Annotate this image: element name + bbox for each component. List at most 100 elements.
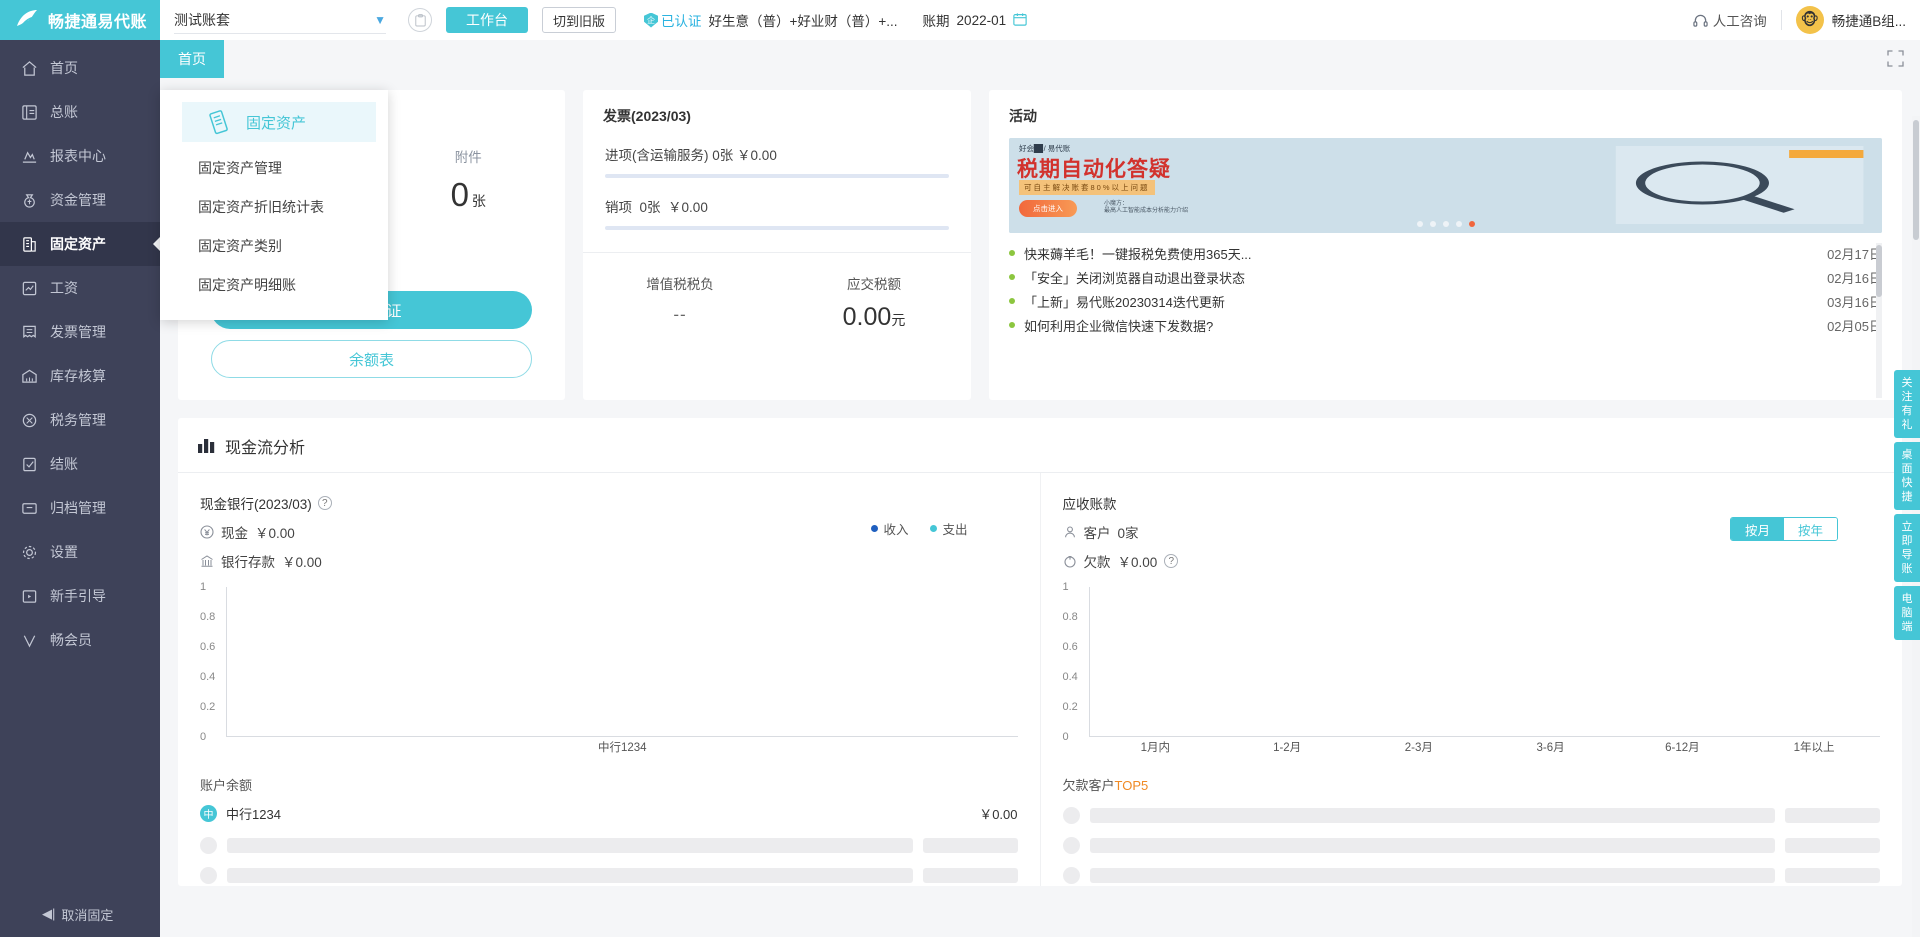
clipboard-icon — [408, 8, 432, 32]
flyout-item-depreciation-report[interactable]: 固定资产折旧统计表 — [198, 198, 324, 215]
toggle-by-month[interactable]: 按月 — [1730, 518, 1784, 540]
news-title: 「安全」关闭浏览器自动退出登录状态 — [1024, 270, 1246, 286]
toggle-by-year[interactable]: 按年 — [1783, 518, 1837, 540]
invoice-output-label: 销项 — [605, 200, 632, 215]
legend-label: 收入 — [883, 523, 909, 537]
banner-cta-button[interactable]: 点击进入 — [1019, 200, 1077, 217]
sidebar-item-inventory[interactable]: 库存核算 — [0, 354, 160, 398]
invoice-output-line[interactable]: 销项 0张 ￥0.00 — [583, 196, 971, 230]
news-scrollbar[interactable] — [1876, 243, 1882, 398]
divider — [1780, 10, 1782, 30]
news-date: 02月17日 — [1827, 246, 1882, 262]
avatar[interactable]: 🐵 — [1795, 6, 1824, 34]
unpin-sidebar-button[interactable]: ◀| 取消固定 — [0, 891, 160, 937]
rail-pc-client-button[interactable]: 电脑端 — [1894, 586, 1920, 640]
inventory-icon — [20, 367, 38, 385]
fullscreen-icon[interactable] — [1887, 50, 1904, 67]
activity-card: 活动 好会计 / 易代账 — [989, 90, 1902, 400]
news-item[interactable]: 「安全」关闭浏览器自动退出登录状态 02月16日 — [1009, 265, 1882, 289]
legend-income[interactable]: 收入 — [871, 519, 908, 538]
help-icon[interactable]: ? — [317, 496, 332, 510]
tax-burden: 增值税税负 -- — [583, 273, 777, 332]
invoice-input-count: 0张 — [712, 148, 734, 163]
rail-follow-button[interactable]: 关注有礼 — [1894, 370, 1920, 438]
stat-value: 0 — [450, 176, 469, 213]
y-tick: 0 — [200, 731, 207, 743]
sidebar-item-fixed-asset[interactable]: 固定资产 — [0, 222, 160, 266]
account-set-selector[interactable]: 测试账套 ▼ — [160, 0, 400, 40]
sidebar-item-invoice[interactable]: 发票管理 — [0, 310, 160, 354]
tab-home[interactable]: 首页 — [160, 40, 224, 78]
tab-bar: 首页 — [160, 40, 1920, 78]
ledger-icon — [20, 103, 38, 121]
sidebar-item-closing[interactable]: 结账 — [0, 442, 160, 486]
receivables-subtitle: 应收账款 — [1062, 497, 1117, 512]
sidebar-item-label: 结账 — [50, 456, 78, 472]
y-tick: 1 — [1062, 581, 1069, 593]
sidebar-item-label: 固定资产 — [50, 236, 106, 252]
verified-badge: 已认证 — [644, 10, 702, 30]
legend-swatch — [930, 525, 938, 532]
legend-expense[interactable]: 支出 — [930, 519, 968, 538]
guide-icon — [20, 587, 38, 605]
flyout-item-asset-management[interactable]: 固定资产管理 — [198, 159, 282, 176]
sidebar-item-vip[interactable]: 畅会员 — [0, 618, 160, 662]
skeleton-bar — [227, 867, 913, 883]
invoice-input-line[interactable]: 进项(含运输服务) 0张 ￥0.00 — [583, 144, 971, 178]
app-header: 畅捷通易代账 测试账套 ▼ 工作台 切到旧版 已认证 好生意（普）+好业财（普）… — [0, 0, 1920, 40]
account-balance-title: 账户余额 — [200, 778, 253, 793]
bank-badge-icon: 中 — [200, 804, 217, 822]
username[interactable]: 畅捷通B组... — [1831, 14, 1906, 29]
stat-label: 附件 — [454, 150, 482, 165]
account-row[interactable]: 中 中行1234 ￥0.00 — [200, 800, 1018, 826]
cashflow-body: 现金银行(2023/03) ? 现金 ￥0.00 — [178, 473, 1902, 886]
news-item[interactable]: 快来薅羊毛！一键报税免费使用365天... 02月17日 — [1009, 241, 1882, 265]
help-icon[interactable]: ? — [1164, 554, 1179, 568]
flyout-item-asset-detail-ledger[interactable]: 固定资产明细账 — [198, 276, 296, 293]
news-title: 快来薅羊毛！一键报税免费使用365天... — [1024, 246, 1252, 262]
top-debtors-title: 欠款客户TOP5 — [1063, 775, 1881, 794]
clipboard-button[interactable] — [400, 0, 440, 40]
page-scroll-thumb[interactable] — [1913, 120, 1919, 240]
skeleton-dot — [200, 866, 217, 884]
gear-icon — [20, 543, 38, 561]
period-value[interactable]: 2022-01 — [956, 12, 1007, 28]
consult-button[interactable]: 人工咨询 — [1693, 10, 1767, 30]
news-item[interactable]: 「上新」易代账20230314迭代更新 03月16日 — [1009, 289, 1882, 313]
sidebar: 首页 总账 报表中心 资金管理 固定资产 — [0, 40, 160, 937]
sidebar-item-salary[interactable]: 工资 — [0, 266, 160, 310]
rail-desktop-shortcut-button[interactable]: 桌面快捷 — [1894, 442, 1920, 510]
sidebar-item-settings[interactable]: 设置 — [0, 530, 160, 574]
skeleton-bar — [1089, 807, 1775, 823]
y-tick: 0.2 — [1062, 701, 1078, 713]
user-icon — [1063, 525, 1077, 539]
sidebar-item-tax[interactable]: 税务管理 — [0, 398, 160, 442]
banner-dots[interactable] — [1416, 221, 1475, 227]
promo-banner[interactable]: 好会计 / 易代账 税期自动化答疑 可自主解决账套80%以上问题 点击进入 小魔… — [1009, 138, 1882, 233]
brand-logo-icon — [14, 7, 40, 33]
sidebar-item-home[interactable]: 首页 — [0, 46, 160, 90]
invoice-output-text: 销项 0张 ￥0.00 — [605, 196, 949, 216]
yen-icon — [200, 525, 214, 539]
sidebar-item-report[interactable]: 报表中心 — [0, 134, 160, 178]
rail-import-button[interactable]: 立即导账 — [1894, 514, 1920, 582]
flyout-header[interactable]: 固定资产 — [182, 102, 376, 142]
app-body: 首页 总账 报表中心 资金管理 固定资产 — [0, 40, 1920, 937]
old-version-button[interactable]: 切到旧版 — [542, 7, 617, 33]
brand[interactable]: 畅捷通易代账 — [0, 0, 160, 40]
sidebar-item-guide[interactable]: 新手引导 — [0, 574, 160, 618]
flyout-item-asset-category[interactable]: 固定资产类别 — [198, 237, 282, 254]
news-scroll-thumb[interactable] — [1876, 245, 1882, 297]
news-item[interactable]: 如何利用企业微信快速下发数据? 02月05日 — [1009, 313, 1882, 337]
balance-sheet-button[interactable]: 余额表 — [211, 340, 532, 378]
calendar-icon[interactable] — [1013, 12, 1027, 29]
workbench-button[interactable]: 工作台 — [446, 7, 528, 33]
sidebar-item-archive[interactable]: 归档管理 — [0, 486, 160, 530]
sidebar-item-ledger[interactable]: 总账 — [0, 90, 160, 134]
cashflow-header: 现金流分析 — [178, 418, 1902, 473]
sidebar-item-fund[interactable]: 资金管理 — [0, 178, 160, 222]
bullet-icon — [1009, 298, 1015, 304]
y-tick: 1 — [200, 581, 207, 593]
sidebar-item-label: 报表中心 — [50, 148, 106, 164]
